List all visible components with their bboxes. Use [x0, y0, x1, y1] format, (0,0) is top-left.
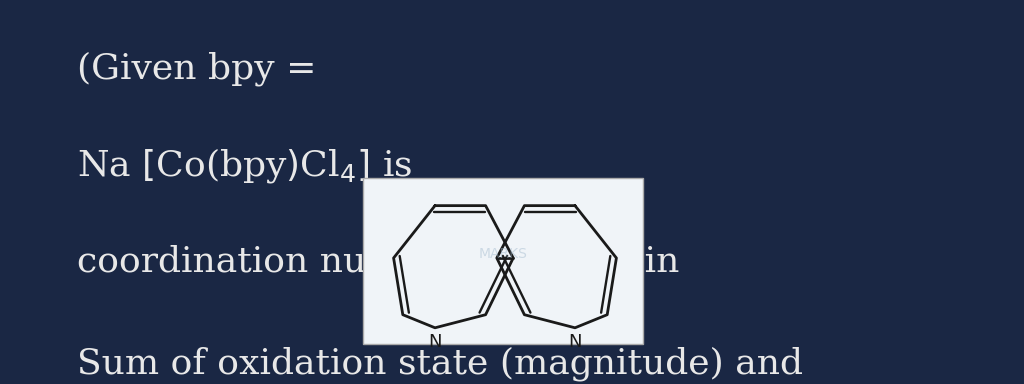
Text: MARKS: MARKS — [478, 247, 527, 261]
Text: N: N — [568, 333, 582, 351]
Text: Na $[$Co(bpy$)$Cl$_4]$ is: Na $[$Co(bpy$)$Cl$_4]$ is — [77, 146, 412, 185]
Text: N: N — [428, 333, 441, 351]
Text: Sum of oxidation state (magnitude) and: Sum of oxidation state (magnitude) and — [77, 346, 803, 381]
Text: (Given bpy =: (Given bpy = — [77, 51, 328, 86]
Text: coordination number of cobalt in: coordination number of cobalt in — [77, 244, 679, 278]
Bar — [362, 178, 643, 344]
